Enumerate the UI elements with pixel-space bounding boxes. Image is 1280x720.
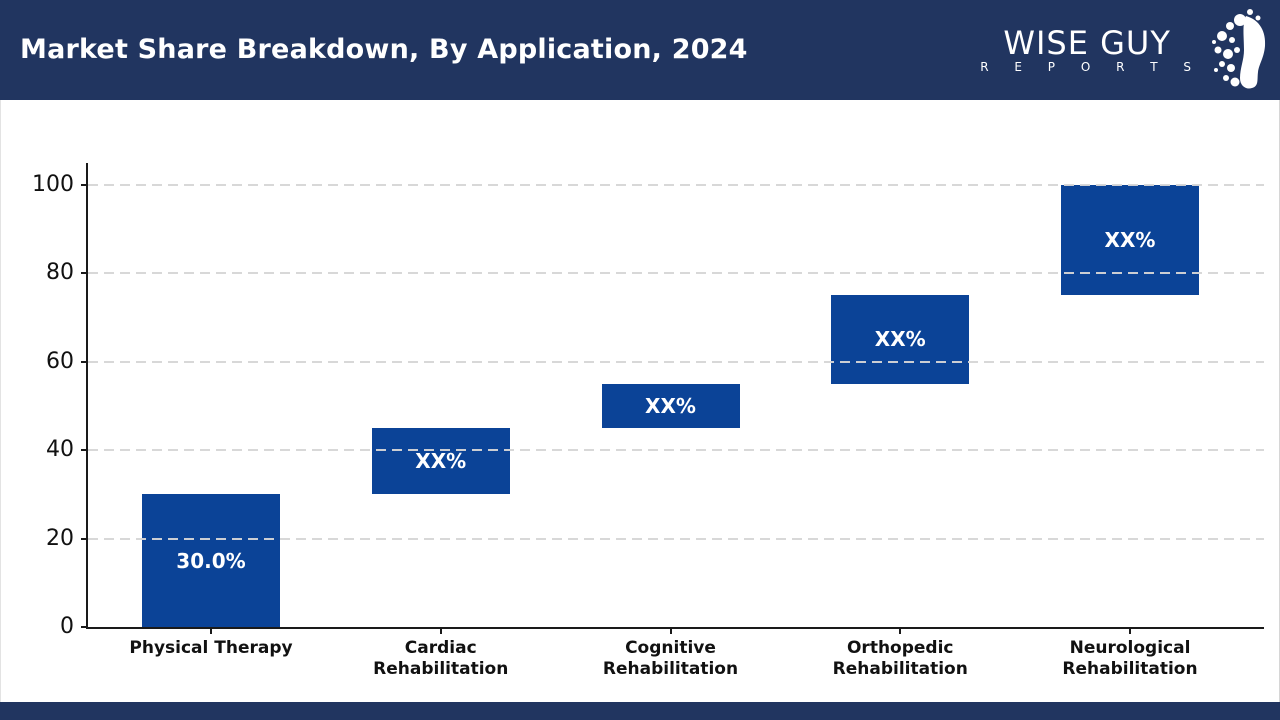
x-tick-mark xyxy=(899,627,902,634)
y-tick-mark xyxy=(81,449,88,451)
x-category-label: Neurological Rehabilitation xyxy=(1062,638,1198,679)
y-tick-label: 0 xyxy=(60,614,74,639)
x-axis-line xyxy=(86,627,1264,629)
bar-value-label: XX% xyxy=(1104,227,1156,252)
y-tick-mark xyxy=(81,183,88,186)
brand-name: WISE GUY xyxy=(1003,24,1171,62)
brand-logo: WISE GUY R E P O R T S xyxy=(972,8,1268,92)
x-tick-mark xyxy=(1129,627,1131,634)
bar-neurological-rehabilitation: XX% xyxy=(1061,184,1199,296)
bar-cardiac-rehabilitation: XX% xyxy=(371,427,510,495)
y-tick-label: 40 xyxy=(46,437,74,462)
bar-orthopedic-rehabilitation: XX% xyxy=(831,295,970,384)
brand-face-icon xyxy=(1212,9,1266,89)
y-tick-mark xyxy=(81,360,88,363)
x-category-label: Physical Therapy xyxy=(129,638,293,658)
y-tick-label: 100 xyxy=(32,171,74,197)
x-category-label: Orthopedic Rehabilitation xyxy=(832,638,968,679)
bar-value-label: XX% xyxy=(645,393,696,418)
y-tick-mark xyxy=(81,272,88,274)
x-tick-mark xyxy=(439,627,442,634)
x-category-label: Cardiac Rehabilitation xyxy=(373,638,509,679)
bar-cognitive-rehabilitation: XX% xyxy=(601,383,740,428)
bar-value-label: 30.0% xyxy=(176,548,246,573)
x-tick-mark xyxy=(669,627,672,634)
gridline-100 xyxy=(88,183,1264,186)
bar-value-label: XX% xyxy=(874,327,926,352)
y-tick-label: 80 xyxy=(46,260,74,285)
gridline-20 xyxy=(88,537,1264,540)
bar-physical-therapy: 30.0% xyxy=(142,494,280,627)
x-tick-mark xyxy=(210,627,212,634)
y-tick-label: 60 xyxy=(46,348,74,374)
gridline-80 xyxy=(88,272,1264,274)
brand-text: WISE GUY R E P O R T S xyxy=(972,26,1202,74)
y-tick-mark xyxy=(81,537,88,540)
y-axis-line xyxy=(86,163,88,629)
x-category-label: Cognitive Rehabilitation xyxy=(602,638,739,679)
y-tick-mark xyxy=(81,626,88,628)
bar-value-label: XX% xyxy=(415,449,467,474)
page-title: Market Share Breakdown, By Application, … xyxy=(20,34,748,65)
header: Market Share Breakdown, By Application, … xyxy=(0,0,1280,100)
brand-subtitle: R E P O R T S xyxy=(980,60,1202,74)
y-tick-label: 20 xyxy=(46,525,74,551)
gridline-60 xyxy=(88,360,1264,363)
footer-bar xyxy=(0,702,1280,720)
gridline-40 xyxy=(88,449,1264,451)
